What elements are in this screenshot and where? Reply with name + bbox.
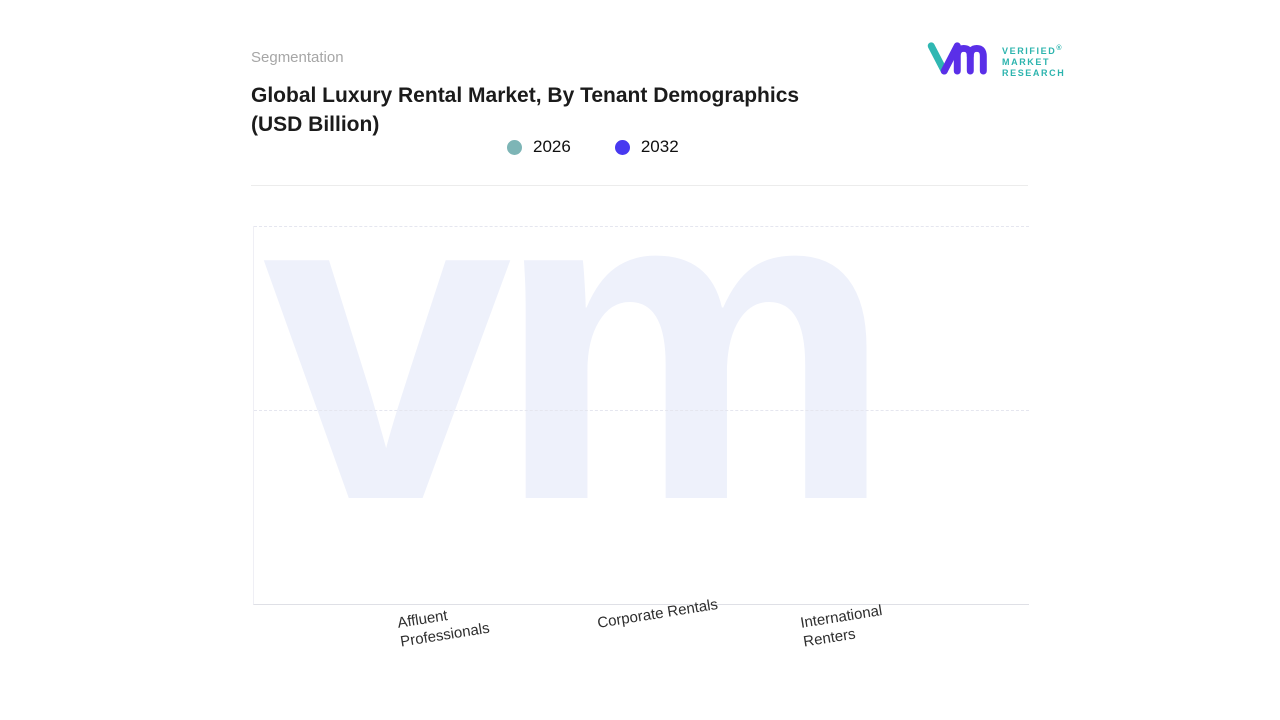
chart-title-line-2: (USD Billion) <box>251 113 380 136</box>
gridline-middle <box>254 409 1029 411</box>
header-divider <box>251 185 1028 186</box>
legend-label-2032: 2032 <box>640 137 679 156</box>
legend-dot-2032-icon <box>614 139 630 155</box>
registered-mark: ® <box>1056 44 1062 52</box>
legend-label-2026: 2026 <box>533 137 571 156</box>
x-axis-label-international-renters: International Renters <box>798 602 883 651</box>
vmr-logo-text-line-3: RESEARCH <box>1002 67 1066 78</box>
vmr-logo-mark-icon <box>926 36 992 85</box>
gridline-top <box>254 226 1029 227</box>
vmr-logo-text-line-1: VERIFIED® <box>1002 44 1062 56</box>
legend-item-2026: 2026 <box>507 137 571 157</box>
legend-dot-2026-icon <box>507 139 522 155</box>
x-axis-labels: Affluent Professionals Corporate Rentals In… <box>253 596 1028 694</box>
chart-title-line-1: Global Luxury Rental Market, By Tenant D… <box>251 84 800 107</box>
plot-area: vm <box>253 118 1029 605</box>
segmentation-label: Segmentation <box>251 49 344 66</box>
x-axis-label-affluent-professionals: Affluent Professionals <box>395 607 491 651</box>
legend-item-2032: 2032 <box>614 137 679 157</box>
vmr-logo-text-line-2: MARKET <box>1002 56 1051 67</box>
vmr-logo: VERIFIED® MARKET RESEARCH <box>926 36 1065 85</box>
legend: 2026 2032 <box>507 137 679 157</box>
vmr-logo-text: VERIFIED® MARKET RESEARCH <box>1002 43 1065 79</box>
chart-title: Global Luxury Rental Market, By Tenant D… <box>251 81 799 139</box>
